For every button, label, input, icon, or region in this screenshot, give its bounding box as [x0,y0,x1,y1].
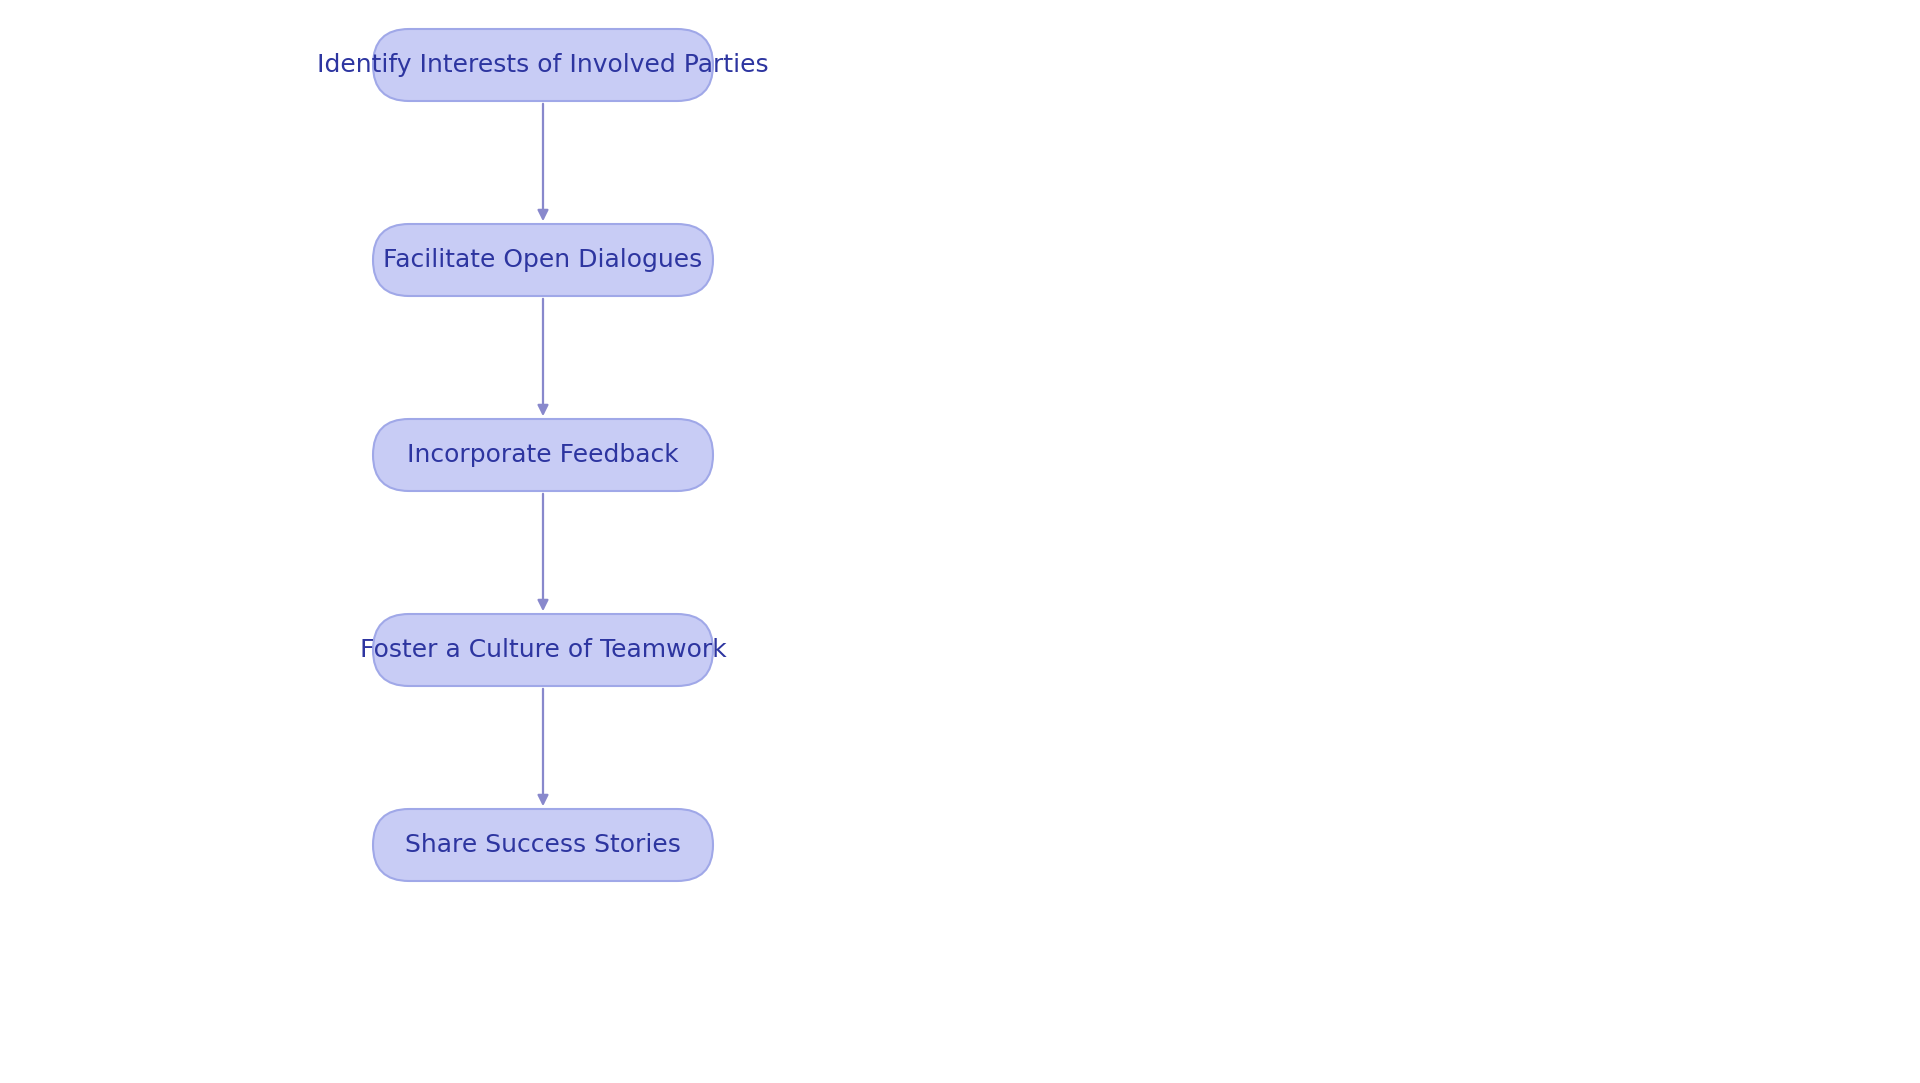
FancyBboxPatch shape [372,809,712,880]
Text: Share Success Stories: Share Success Stories [405,833,682,857]
Text: Foster a Culture of Teamwork: Foster a Culture of Teamwork [359,638,726,662]
FancyBboxPatch shape [372,614,712,686]
FancyBboxPatch shape [372,224,712,296]
Text: Facilitate Open Dialogues: Facilitate Open Dialogues [384,248,703,272]
Text: Incorporate Feedback: Incorporate Feedback [407,443,680,467]
Text: Identify Interests of Involved Parties: Identify Interests of Involved Parties [317,53,768,77]
FancyBboxPatch shape [372,29,712,101]
FancyBboxPatch shape [372,419,712,491]
